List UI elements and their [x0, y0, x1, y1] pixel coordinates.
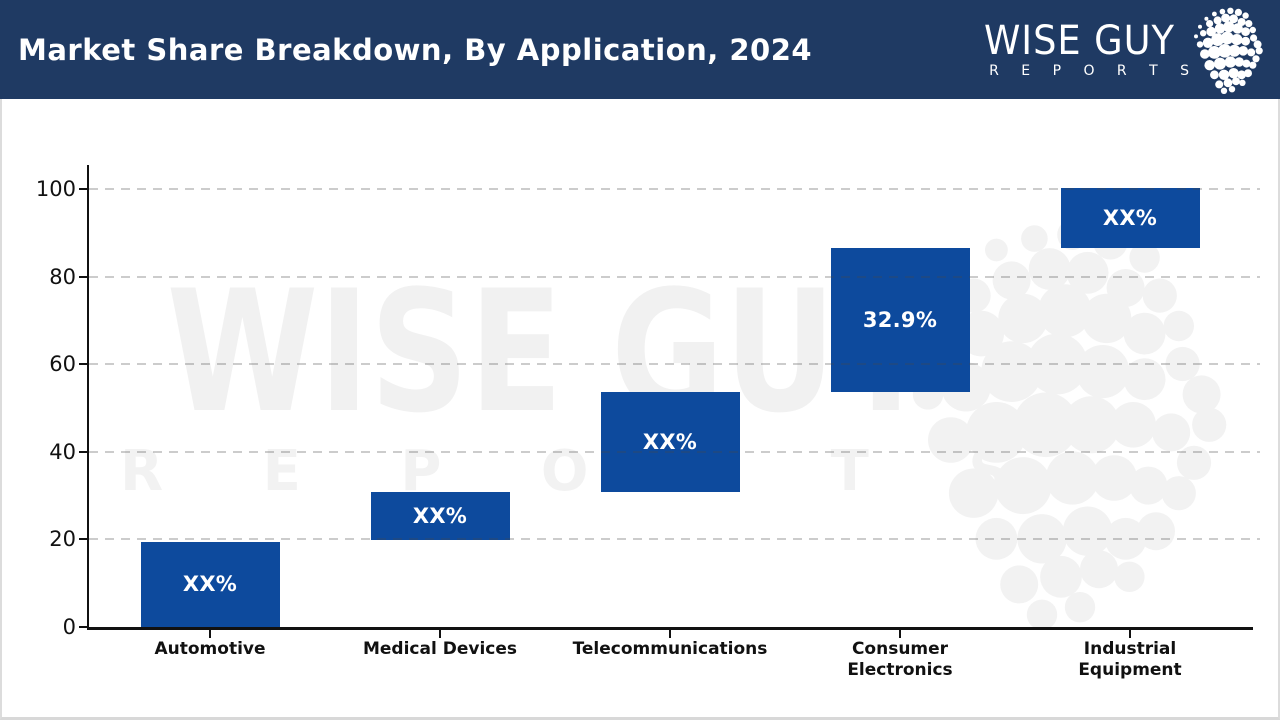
category-label-industrial-equipment: Industrial Equipment — [1015, 639, 1245, 681]
category-label-consumer-electronics: Consumer Electronics — [785, 639, 1015, 681]
x-tick-medical-devices — [439, 630, 441, 638]
watermark-text: WISE GUY — [166, 254, 936, 450]
bar-medical-devices: XX% — [370, 491, 510, 540]
bar-value-label-medical-devices: XX% — [412, 503, 468, 528]
bar-value-label-consumer-electronics: 32.9% — [862, 308, 938, 333]
bar-industrial-equipment: XX% — [1060, 187, 1200, 248]
bar-value-label-telecommunications: XX% — [642, 429, 698, 454]
x-tick-telecommunications — [669, 630, 671, 638]
category-label-line: Equipment — [1078, 660, 1182, 680]
gridline-40 — [89, 450, 1260, 453]
bar-telecommunications: XX% — [600, 391, 740, 492]
gridline-20 — [89, 538, 1260, 541]
gridline-100 — [89, 188, 1260, 190]
y-tick-label-100: 100 — [35, 177, 76, 201]
bar-automotive: XX% — [140, 541, 280, 627]
y-tick-label-40: 40 — [49, 439, 76, 464]
header-band: Market Share Breakdown, By Application, … — [0, 0, 1280, 99]
wise-guy-reports-logo: WISE GUY R E P O R T S — [984, 4, 1266, 96]
gridline-60 — [89, 363, 1260, 366]
logo-head-icon — [1194, 7, 1263, 94]
y-tick-40 — [79, 450, 87, 453]
category-label-line: Electronics — [847, 660, 953, 680]
category-label-telecommunications: Telecommunications — [555, 639, 785, 660]
y-tick-60 — [79, 363, 87, 366]
x-axis-line — [87, 627, 1253, 630]
gridline-80 — [89, 275, 1260, 278]
x-tick-consumer-electronics — [899, 630, 901, 638]
x-tick-industrial-equipment — [1129, 630, 1131, 638]
category-label-line: Medical Devices — [362, 639, 517, 659]
bar-consumer-electronics: 32.9% — [830, 248, 970, 393]
category-label-line: Telecommunications — [572, 639, 768, 659]
y-tick-80 — [79, 275, 87, 278]
category-label-medical-devices: Medical Devices — [325, 639, 555, 660]
logo-wordmark: WISE GUY — [984, 18, 1175, 64]
category-label-automotive: Automotive — [95, 639, 325, 660]
y-tick-label-0: 0 — [62, 615, 76, 639]
logo-subtitle: R E P O R T S — [989, 63, 1198, 79]
bar-value-label-industrial-equipment: XX% — [1102, 205, 1158, 230]
category-label-line: Consumer — [851, 639, 949, 659]
y-tick-100 — [79, 188, 87, 190]
y-tick-label-60: 60 — [49, 352, 76, 377]
x-tick-automotive — [209, 630, 211, 638]
y-tick-label-20: 20 — [49, 527, 76, 552]
category-label-line: Automotive — [154, 639, 266, 659]
y-axis-line — [87, 165, 89, 629]
y-tick-20 — [79, 538, 87, 541]
y-tick-0 — [79, 626, 87, 628]
chart-title: Market Share Breakdown, By Application, … — [18, 32, 813, 67]
y-tick-label-80: 80 — [49, 264, 76, 289]
category-label-line: Industrial — [1083, 639, 1177, 659]
bar-value-label-automotive: XX% — [182, 572, 238, 597]
